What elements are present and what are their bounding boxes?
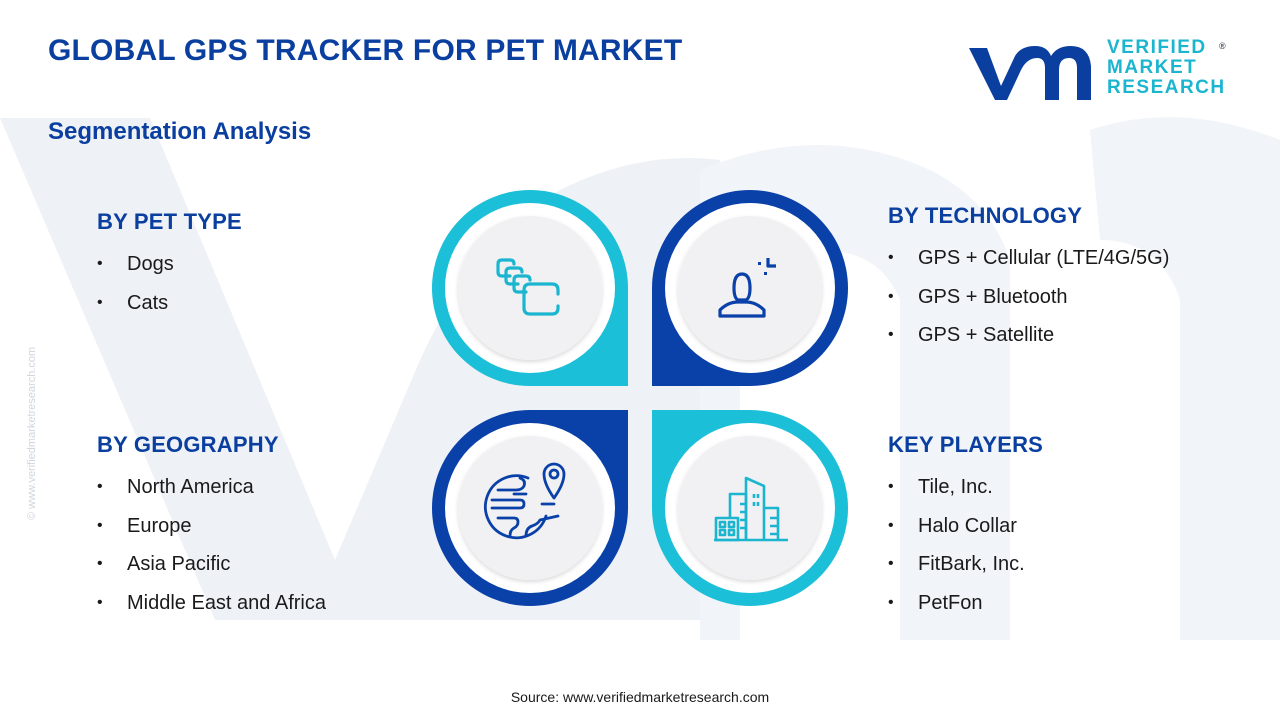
quadrant-geography xyxy=(432,410,628,606)
page-subtitle: Segmentation Analysis xyxy=(48,118,312,145)
list-item: Halo Collar xyxy=(888,507,1043,546)
segment-key-players: KEY PLAYERS Tile, Inc. Halo Collar FitBa… xyxy=(888,432,1043,622)
segment-heading: KEY PLAYERS xyxy=(888,432,1044,457)
list-item: Cats xyxy=(97,284,242,323)
list-item: FitBark, Inc. xyxy=(888,545,1043,584)
quadrant-key-players xyxy=(652,410,848,606)
list-item: GPS + Cellular (LTE/4G/5G) xyxy=(888,239,1169,278)
list-item: GPS + Satellite xyxy=(888,316,1169,355)
source-footnote: Source: www.verifiedmarketresearch.com xyxy=(510,689,770,705)
buildings-icon xyxy=(714,476,788,542)
list-item: Europe xyxy=(97,507,326,546)
list-item: North America xyxy=(97,468,326,507)
logo-line-2: MARKET xyxy=(1107,57,1198,78)
list-item: Asia Pacific xyxy=(97,545,326,584)
quadrant-pet-type xyxy=(432,190,628,386)
logo-line-3: RESEARCH xyxy=(1107,77,1226,98)
segment-geography: BY GEOGRAPHY North America Europe Asia P… xyxy=(97,432,326,622)
logo-line-1: VERIFIED xyxy=(1107,37,1207,58)
user-focus-icon xyxy=(718,258,776,318)
vmr-logo-icon xyxy=(969,46,1091,100)
quadrant-technology xyxy=(652,190,848,386)
list-item: Middle East and Africa xyxy=(97,584,326,623)
segment-technology: BY TECHNOLOGY GPS + Cellular (LTE/4G/5G)… xyxy=(888,203,1169,355)
globe-pin-icon xyxy=(484,462,566,540)
list-item: GPS + Bluetooth xyxy=(888,278,1169,317)
registered-mark: ® xyxy=(1219,41,1226,51)
page-title: GLOBAL GPS TRACKER FOR PET MARKET xyxy=(48,34,683,67)
logo-wordmark: VERIFIED MARKET RESEARCH ® xyxy=(1107,38,1226,98)
paw-cards-icon xyxy=(496,258,560,316)
side-credit: © www.verifiedmarketresearch.com xyxy=(26,346,38,520)
segment-heading: BY PET TYPE xyxy=(97,209,242,234)
segment-heading: BY TECHNOLOGY xyxy=(888,203,1083,228)
list-item: PetFon xyxy=(888,584,1043,623)
segment-heading: BY GEOGRAPHY xyxy=(97,432,279,457)
brand-logo: VERIFIED MARKET RESEARCH ® xyxy=(965,38,1235,106)
list-item: Dogs xyxy=(97,245,242,284)
list-item: Tile, Inc. xyxy=(888,468,1043,507)
segment-pet-type: BY PET TYPE Dogs Cats xyxy=(97,209,242,322)
